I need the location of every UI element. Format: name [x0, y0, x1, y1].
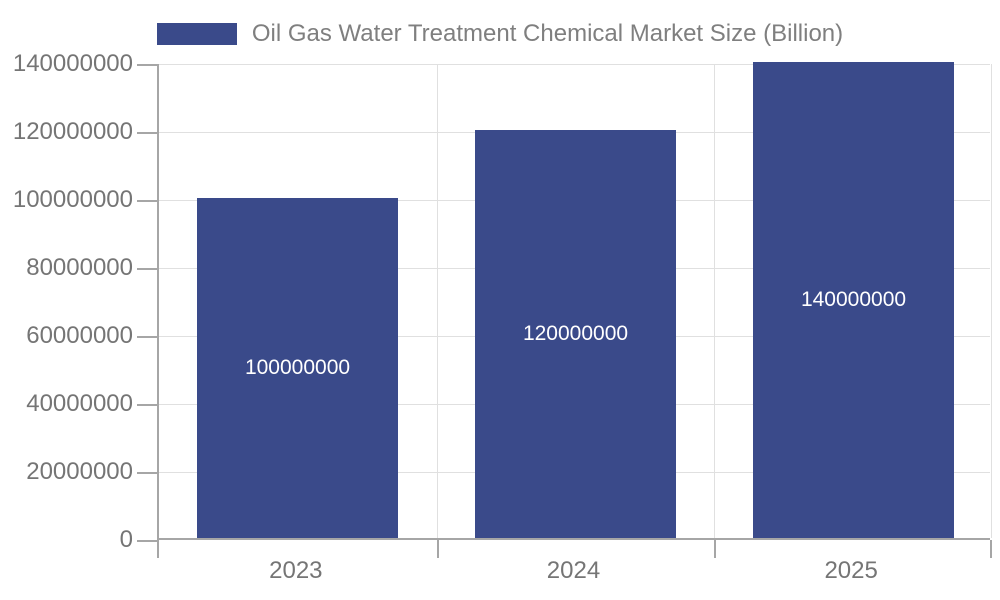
- h-gridline: [159, 64, 990, 65]
- bar-value-label: 100000000: [244, 356, 351, 379]
- v-gridline: [990, 64, 992, 538]
- x-axis-tick: [714, 540, 717, 558]
- x-axis-labels: 2023 2024 2025: [157, 557, 990, 589]
- legend-label: Oil Gas Water Treatment Chemical Market …: [251, 20, 844, 47]
- y-tick-label: 140000000: [12, 50, 133, 77]
- y-axis-tick: [137, 64, 157, 66]
- y-axis-tick: [137, 268, 157, 270]
- legend-swatch-icon: [156, 23, 237, 45]
- y-axis-tick: [137, 132, 157, 134]
- y-axis-tick: [137, 472, 157, 474]
- y-tick-label: 80000000: [26, 254, 133, 281]
- bar-2025: 140000000: [753, 62, 954, 538]
- y-tick-label: 0: [119, 526, 133, 553]
- x-axis-tick: [436, 540, 439, 558]
- x-axis-tick: [157, 540, 159, 558]
- bar-value-label: 140000000: [800, 288, 907, 311]
- plot-area: 100000000 120000000 140000000: [137, 62, 992, 558]
- v-gridline: [714, 64, 716, 538]
- chart-legend[interactable]: Oil Gas Water Treatment Chemical Market …: [0, 20, 1000, 48]
- bar-2024: 120000000: [475, 130, 676, 538]
- y-axis-tick: [137, 404, 157, 406]
- v-gridline: [436, 64, 438, 538]
- x-tick-label: 2024: [546, 557, 601, 584]
- x-tick-label: 2023: [269, 557, 323, 584]
- x-tick-label: 2025: [824, 557, 878, 584]
- y-axis-tick: [137, 336, 157, 338]
- x-axis-tick: [990, 540, 992, 558]
- bar-value-label: 120000000: [522, 322, 629, 345]
- y-axis-tick: [137, 200, 157, 202]
- y-tick-label: 20000000: [26, 458, 133, 485]
- y-axis-labels: 0 20000000 40000000 60000000 80000000 1000000…: [0, 0, 133, 600]
- y-tick-label: 120000000: [12, 118, 133, 145]
- y-axis-tick: [137, 540, 157, 542]
- y-tick-label: 100000000: [12, 186, 133, 213]
- y-tick-label: 40000000: [26, 390, 133, 417]
- bar-2023: 100000000: [197, 198, 398, 538]
- y-tick-label: 60000000: [26, 322, 133, 349]
